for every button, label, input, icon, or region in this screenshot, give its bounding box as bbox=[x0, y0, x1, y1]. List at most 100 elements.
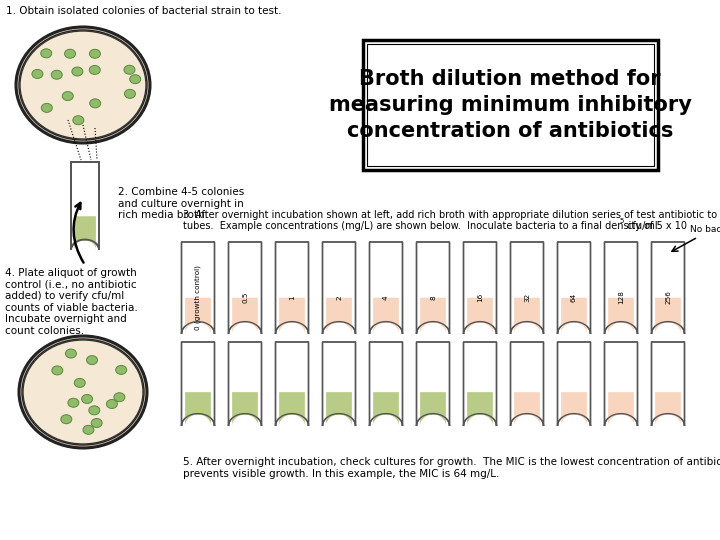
Ellipse shape bbox=[60, 415, 72, 424]
Polygon shape bbox=[369, 242, 402, 334]
Text: 16: 16 bbox=[477, 293, 483, 302]
Ellipse shape bbox=[19, 336, 147, 448]
Text: Broth dilution method for
measuring minimum inhibitory
concentration of antibiot: Broth dilution method for measuring mini… bbox=[328, 69, 691, 141]
Ellipse shape bbox=[68, 398, 79, 407]
Ellipse shape bbox=[125, 89, 135, 98]
Ellipse shape bbox=[74, 379, 85, 387]
Polygon shape bbox=[467, 392, 493, 426]
Polygon shape bbox=[557, 342, 590, 426]
Ellipse shape bbox=[41, 49, 52, 58]
Polygon shape bbox=[467, 298, 493, 334]
Text: 0.5: 0.5 bbox=[242, 292, 248, 303]
Text: 8: 8 bbox=[430, 295, 436, 300]
Polygon shape bbox=[185, 392, 211, 426]
Ellipse shape bbox=[16, 27, 150, 143]
Polygon shape bbox=[652, 342, 685, 426]
Text: 32: 32 bbox=[524, 293, 530, 302]
Polygon shape bbox=[181, 242, 215, 334]
Polygon shape bbox=[323, 342, 356, 426]
Polygon shape bbox=[510, 242, 544, 334]
Polygon shape bbox=[557, 242, 590, 334]
Polygon shape bbox=[420, 298, 446, 334]
Polygon shape bbox=[326, 298, 352, 334]
Ellipse shape bbox=[62, 92, 73, 100]
Text: 2: 2 bbox=[336, 295, 342, 300]
Text: 128: 128 bbox=[618, 291, 624, 304]
Polygon shape bbox=[232, 392, 258, 426]
Ellipse shape bbox=[124, 65, 135, 75]
Polygon shape bbox=[464, 242, 497, 334]
Text: tubes.  Example concentrations (mg/L) are shown below.  Inoculate bacteria to a : tubes. Example concentrations (mg/L) are… bbox=[183, 221, 687, 231]
Polygon shape bbox=[608, 392, 634, 426]
Text: 1: 1 bbox=[289, 295, 295, 300]
Polygon shape bbox=[373, 392, 399, 426]
Ellipse shape bbox=[116, 366, 127, 374]
Polygon shape bbox=[326, 392, 352, 426]
Polygon shape bbox=[605, 242, 637, 334]
Ellipse shape bbox=[89, 406, 100, 415]
FancyBboxPatch shape bbox=[362, 40, 657, 170]
Text: 256: 256 bbox=[665, 291, 671, 304]
Polygon shape bbox=[276, 342, 308, 426]
FancyBboxPatch shape bbox=[366, 44, 654, 166]
Polygon shape bbox=[228, 342, 261, 426]
Polygon shape bbox=[652, 242, 685, 334]
Ellipse shape bbox=[114, 393, 125, 402]
Text: 4: 4 bbox=[383, 295, 389, 300]
Ellipse shape bbox=[130, 75, 140, 84]
Polygon shape bbox=[514, 392, 540, 426]
Ellipse shape bbox=[41, 103, 53, 112]
Polygon shape bbox=[510, 342, 544, 426]
Polygon shape bbox=[279, 392, 305, 426]
Polygon shape bbox=[416, 342, 449, 426]
Ellipse shape bbox=[22, 339, 144, 445]
Polygon shape bbox=[416, 242, 449, 334]
Text: No bacteria; broth control: No bacteria; broth control bbox=[690, 225, 720, 234]
Ellipse shape bbox=[20, 31, 146, 139]
Text: 5. After overnight incubation, check cultures for growth.  The MIC is the lowest: 5. After overnight incubation, check cul… bbox=[183, 457, 720, 478]
Polygon shape bbox=[279, 298, 305, 334]
Ellipse shape bbox=[90, 99, 101, 108]
Ellipse shape bbox=[51, 70, 62, 79]
Polygon shape bbox=[655, 392, 681, 426]
Ellipse shape bbox=[86, 356, 97, 364]
Ellipse shape bbox=[23, 340, 143, 444]
Text: 5: 5 bbox=[619, 218, 624, 224]
Ellipse shape bbox=[81, 394, 93, 403]
Ellipse shape bbox=[72, 67, 83, 76]
Text: 2. Combine 4-5 colonies
and culture overnight in
rich media broth.: 2. Combine 4-5 colonies and culture over… bbox=[118, 187, 244, 220]
Ellipse shape bbox=[66, 349, 76, 358]
Ellipse shape bbox=[52, 366, 63, 375]
Polygon shape bbox=[464, 342, 497, 426]
Text: cfu/ml.: cfu/ml. bbox=[624, 221, 661, 231]
Text: 1. Obtain isolated colonies of bacterial strain to test.: 1. Obtain isolated colonies of bacterial… bbox=[6, 6, 282, 16]
Ellipse shape bbox=[91, 418, 102, 428]
Polygon shape bbox=[561, 392, 587, 426]
Polygon shape bbox=[514, 298, 540, 334]
Polygon shape bbox=[605, 342, 637, 426]
Ellipse shape bbox=[107, 400, 117, 408]
Ellipse shape bbox=[83, 426, 94, 434]
Polygon shape bbox=[369, 342, 402, 426]
Polygon shape bbox=[608, 298, 634, 334]
Ellipse shape bbox=[89, 49, 100, 58]
Polygon shape bbox=[561, 298, 587, 334]
Polygon shape bbox=[232, 298, 258, 334]
Ellipse shape bbox=[65, 49, 76, 58]
Polygon shape bbox=[323, 242, 356, 334]
Ellipse shape bbox=[32, 70, 43, 78]
Polygon shape bbox=[420, 392, 446, 426]
Ellipse shape bbox=[73, 116, 84, 125]
Text: 64: 64 bbox=[571, 293, 577, 302]
Polygon shape bbox=[185, 298, 211, 334]
Polygon shape bbox=[228, 242, 261, 334]
Ellipse shape bbox=[89, 65, 100, 75]
Polygon shape bbox=[276, 242, 308, 334]
Polygon shape bbox=[655, 298, 681, 334]
Ellipse shape bbox=[19, 30, 147, 140]
Text: 0 (growth control): 0 (growth control) bbox=[194, 265, 202, 329]
Text: 3. After overnight incubation shown at left, add rich broth with appropriate dil: 3. After overnight incubation shown at l… bbox=[183, 210, 720, 220]
Text: 4. Plate aliquot of growth
control (i.e., no antibiotic
added) to verify cfu/ml
: 4. Plate aliquot of growth control (i.e.… bbox=[5, 268, 138, 336]
Polygon shape bbox=[71, 162, 99, 250]
Polygon shape bbox=[373, 298, 399, 334]
